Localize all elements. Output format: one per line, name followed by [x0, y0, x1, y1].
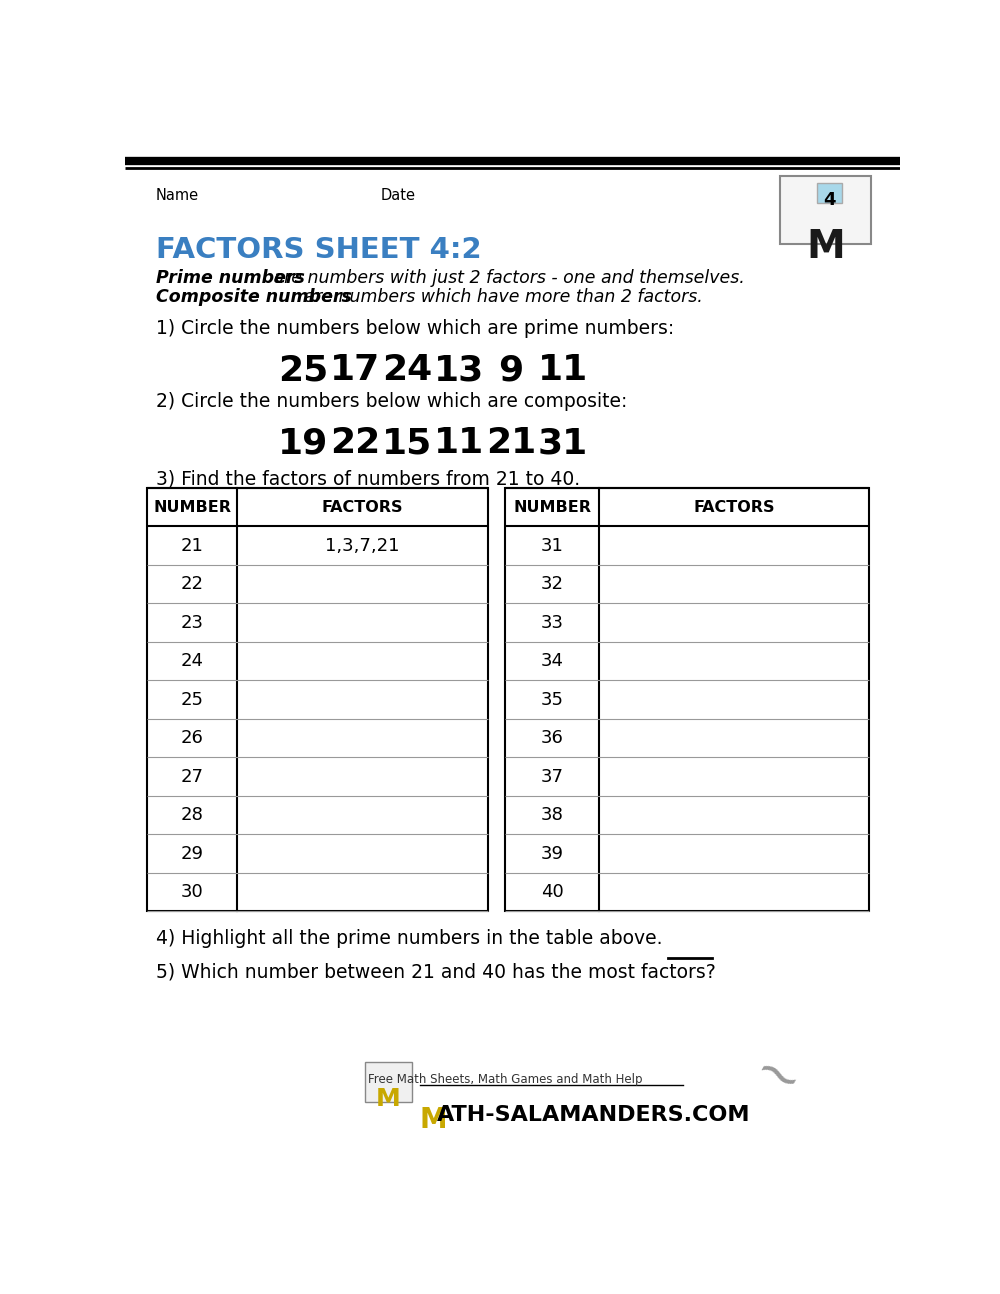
Text: 19: 19: [278, 426, 328, 461]
Text: 31: 31: [538, 426, 588, 461]
Text: 24: 24: [382, 353, 432, 387]
Text: are numbers which have more than 2 factors.: are numbers which have more than 2 facto…: [299, 287, 703, 305]
Text: 24: 24: [181, 652, 204, 670]
Text: ATH-SALAMANDERS.COM: ATH-SALAMANDERS.COM: [437, 1105, 750, 1124]
Text: 37: 37: [541, 767, 564, 785]
Text: 1) Circle the numbers below which are prime numbers:: 1) Circle the numbers below which are pr…: [156, 320, 674, 338]
Text: 26: 26: [181, 730, 203, 747]
Text: 17: 17: [330, 353, 380, 387]
Text: 2) Circle the numbers below which are composite:: 2) Circle the numbers below which are co…: [156, 392, 627, 411]
Text: FACTORS: FACTORS: [322, 499, 403, 515]
Text: 4: 4: [823, 192, 836, 210]
Bar: [505, 488, 869, 911]
Text: 11: 11: [434, 426, 484, 461]
Text: NUMBER: NUMBER: [513, 499, 591, 515]
Bar: [365, 1062, 412, 1102]
Text: Free Math Sheets, Math Games and Math Help: Free Math Sheets, Math Games and Math He…: [368, 1073, 642, 1086]
Text: 5) Which number between 21 and 40 has the most factors?: 5) Which number between 21 and 40 has th…: [156, 963, 716, 981]
Text: 29: 29: [181, 845, 204, 863]
Text: 31: 31: [541, 537, 563, 555]
Text: are numbers with just 2 factors - one and themselves.: are numbers with just 2 factors - one an…: [268, 269, 745, 287]
Text: M: M: [376, 1087, 401, 1112]
Text: 21: 21: [486, 426, 536, 461]
Text: Composite numbers: Composite numbers: [156, 287, 352, 305]
Bar: [817, 182, 842, 203]
Text: 25: 25: [278, 353, 328, 387]
Text: 38: 38: [541, 806, 563, 824]
Text: 30: 30: [181, 884, 203, 901]
Text: 35: 35: [541, 691, 564, 709]
Text: Date: Date: [381, 188, 416, 203]
Text: 1,3,7,21: 1,3,7,21: [325, 537, 400, 555]
Text: 28: 28: [181, 806, 203, 824]
Text: ~: ~: [742, 1044, 810, 1114]
Text: Prime numbers: Prime numbers: [156, 269, 305, 287]
Text: 15: 15: [382, 426, 432, 461]
Text: Μ: Μ: [806, 229, 845, 267]
Text: M: M: [420, 1106, 447, 1135]
Text: 11: 11: [538, 353, 588, 387]
Text: 22: 22: [181, 575, 204, 593]
Text: 36: 36: [541, 730, 563, 747]
Bar: [780, 176, 871, 243]
Text: FACTORS SHEET 4:2: FACTORS SHEET 4:2: [156, 236, 482, 264]
Text: 4) Highlight all the prime numbers in the table above.: 4) Highlight all the prime numbers in th…: [156, 929, 662, 949]
Text: 39: 39: [541, 845, 564, 863]
Text: 3) Find the factors of numbers from 21 to 40.: 3) Find the factors of numbers from 21 t…: [156, 470, 580, 488]
Text: 21: 21: [181, 537, 203, 555]
Text: 27: 27: [181, 767, 204, 785]
Text: 9: 9: [498, 353, 524, 387]
Text: 32: 32: [541, 575, 564, 593]
Text: 13: 13: [434, 353, 484, 387]
Text: 22: 22: [330, 426, 380, 461]
Text: FACTORS: FACTORS: [693, 499, 775, 515]
Bar: [147, 488, 488, 911]
Text: Name: Name: [156, 188, 199, 203]
Text: NUMBER: NUMBER: [153, 499, 231, 515]
Text: 34: 34: [541, 652, 564, 670]
Text: 23: 23: [181, 613, 204, 631]
Text: 40: 40: [541, 884, 563, 901]
Text: 33: 33: [541, 613, 564, 631]
Text: 25: 25: [181, 691, 204, 709]
